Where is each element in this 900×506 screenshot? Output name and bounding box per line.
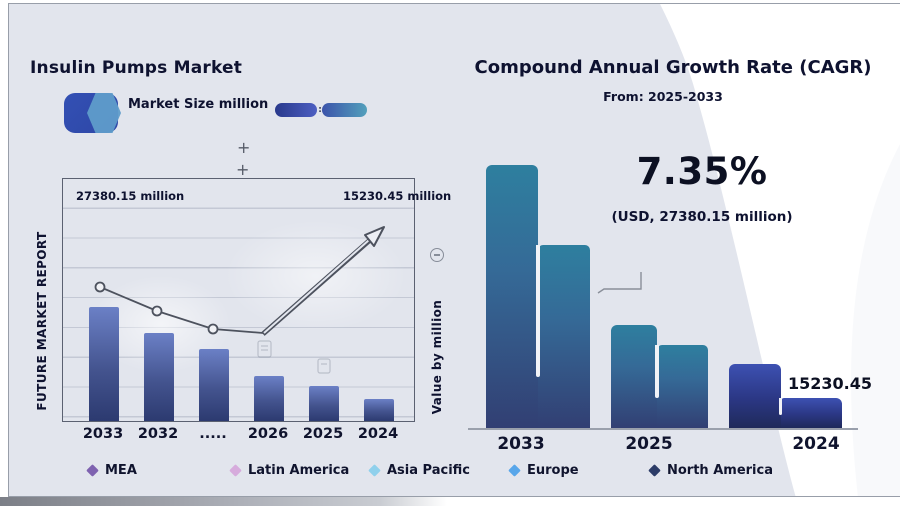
north-america-diamond-icon <box>648 464 661 477</box>
xlabel-2026: 2026 <box>247 426 289 442</box>
market-size-caption: Market Size million <box>128 97 269 112</box>
rbar-2025-primary <box>611 325 657 428</box>
xlabel-2032: 2032 <box>137 426 179 442</box>
xlabel-2033: 2033 <box>82 426 124 442</box>
left-axis-caption: FUTURE MARKET REPORT <box>35 231 49 411</box>
annotation-left-value: 27380.15 million <box>76 189 185 203</box>
legend-item-europe: Europe <box>508 463 579 478</box>
rbar-2033-secondary <box>538 245 590 428</box>
bar-2033 <box>89 307 119 421</box>
ratio-pills: : <box>275 103 370 117</box>
cagr-note: (USD, 27380.15 million) <box>611 209 793 225</box>
xlabel-2024: 2024 <box>357 426 399 442</box>
legend-item-mea: MEA <box>86 463 137 478</box>
rbar-2024-primary <box>729 364 781 428</box>
rxlabel-2024: 2024 <box>792 434 840 454</box>
pill-left-icon <box>275 103 317 117</box>
plus-mark-bottom: + <box>236 160 250 179</box>
annotation-right-value: 15230.45 million <box>343 189 452 203</box>
legend-item-latin-america: Latin America <box>229 463 350 478</box>
xlabel-2025: 2025 <box>302 426 344 442</box>
legend-label: MEA <box>105 463 137 478</box>
bar-2026 <box>254 376 284 421</box>
rbar-2033-primary <box>486 165 538 428</box>
circled-minus-icon <box>430 248 444 262</box>
brand-logo-icon <box>64 93 122 133</box>
legend-label: Europe <box>527 463 579 478</box>
right-chart-axis <box>468 428 858 430</box>
rbar-2025-slit <box>655 345 659 398</box>
market-size-chart-panel <box>62 178 415 422</box>
rbar-2024-slit <box>779 398 782 415</box>
legend-label: North America <box>667 463 773 478</box>
legend-label: Latin America <box>248 463 350 478</box>
pill-right-icon <box>322 103 367 117</box>
bar-2025 <box>309 386 339 421</box>
mea-diamond-icon <box>86 464 99 477</box>
legend-item-asia-pacific: Asia Pacific <box>368 463 471 478</box>
plus-mark-top: + <box>237 138 251 157</box>
legend-item-north-america: North America <box>648 463 773 478</box>
asia-pacific-diamond-icon <box>368 464 381 477</box>
rbar-2024-secondary <box>781 398 842 428</box>
bar-dots <box>199 349 229 421</box>
bottom-edge-shadow <box>0 497 447 506</box>
corner-doodle <box>597 272 642 294</box>
rbar-2025-secondary <box>657 345 708 428</box>
cagr-value: 7.35% <box>636 150 768 193</box>
rbar-2033-slit <box>536 245 540 377</box>
ratio-separator: : <box>318 105 322 115</box>
bar-2032 <box>144 333 174 421</box>
bar-2024 <box>364 399 394 421</box>
rxlabel-2033: 2033 <box>497 434 545 454</box>
value-axis-label: Value by million <box>430 299 444 415</box>
cagr-subtitle: From: 2025-2033 <box>603 89 723 104</box>
cagr-title: Compound Annual Growth Rate (CAGR) <box>474 57 872 78</box>
background-swoosh <box>660 4 900 496</box>
right-chart-annotation: 15230.45 <box>788 374 873 393</box>
xlabel-dots: ..... <box>199 426 227 442</box>
rxlabel-2025: 2025 <box>625 434 673 454</box>
legend-label: Asia Pacific <box>387 463 471 478</box>
page-title: Insulin Pumps Market <box>30 58 243 78</box>
latin-america-diamond-icon <box>229 464 242 477</box>
europe-diamond-icon <box>508 464 521 477</box>
